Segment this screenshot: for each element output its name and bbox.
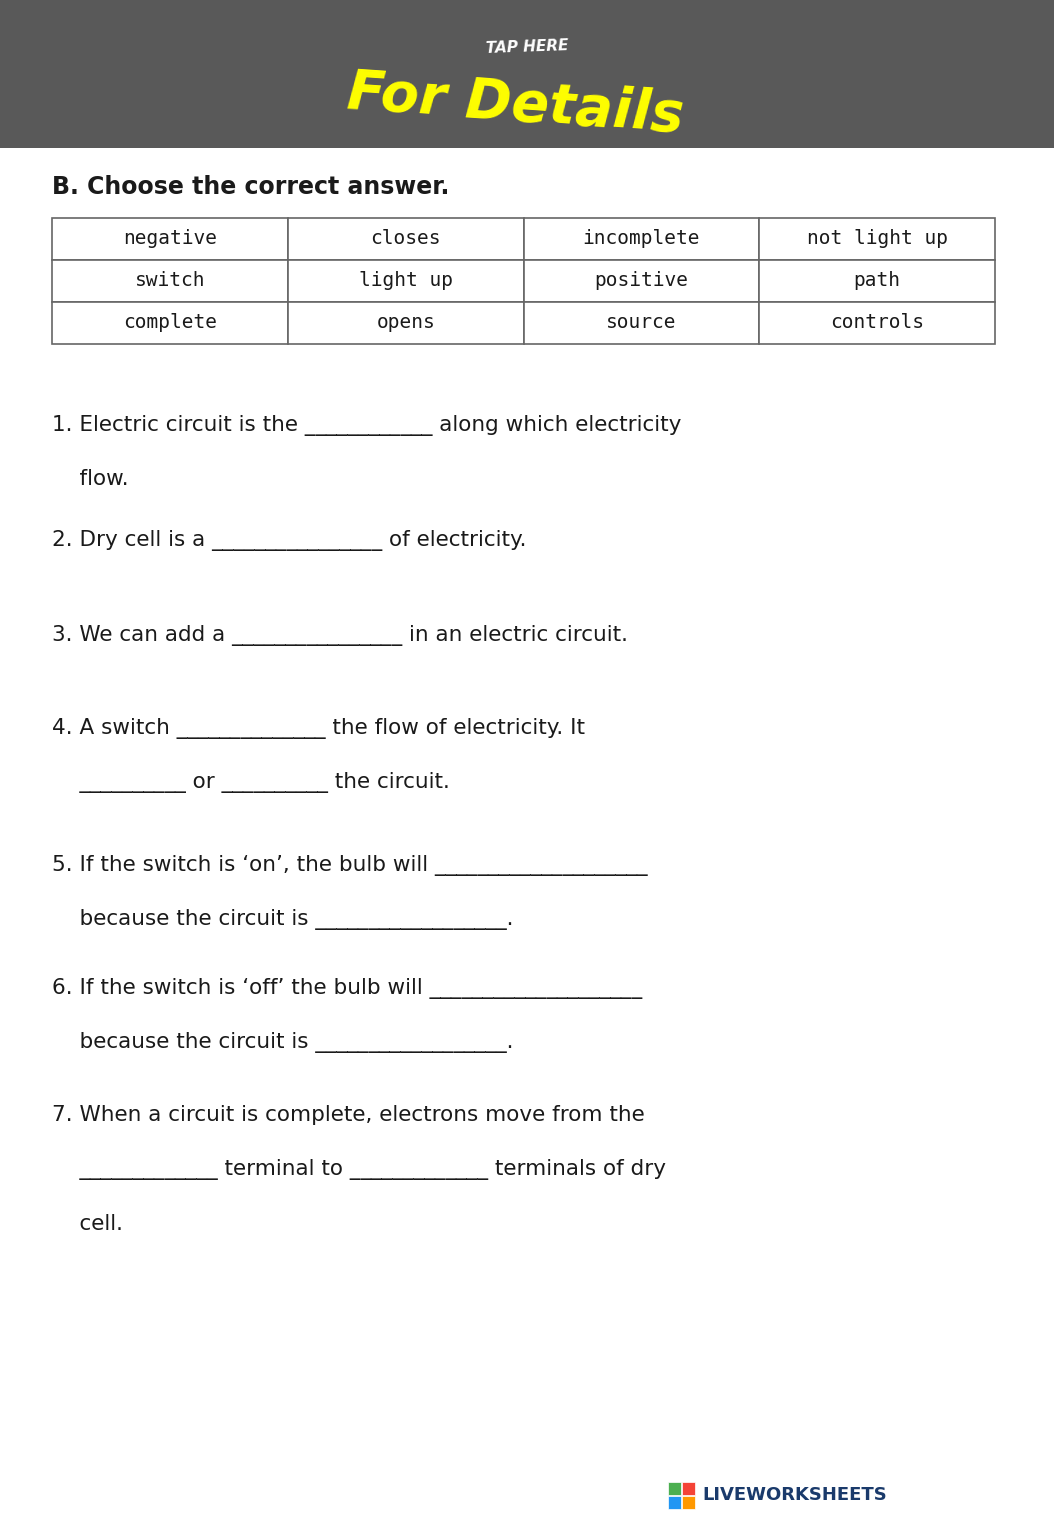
Text: because the circuit is __________________.: because the circuit is _________________… <box>52 909 513 930</box>
Text: light up: light up <box>358 271 452 290</box>
Bar <box>52 302 288 345</box>
Text: positive: positive <box>594 271 688 290</box>
Text: 2. Dry cell is a ________________ of electricity.: 2. Dry cell is a ________________ of ele… <box>52 531 527 551</box>
Bar <box>52 259 288 302</box>
Text: LIVEWORKSHEETS: LIVEWORKSHEETS <box>702 1487 886 1505</box>
Text: source: source <box>606 314 677 332</box>
Bar <box>524 218 759 259</box>
Text: 6. If the switch is ‘off’ the bulb will ____________________: 6. If the switch is ‘off’ the bulb will … <box>52 978 642 999</box>
Text: path: path <box>854 271 900 290</box>
Bar <box>524 259 759 302</box>
Text: because the circuit is __________________.: because the circuit is _________________… <box>52 1032 513 1054</box>
Text: incomplete: incomplete <box>583 229 700 249</box>
Text: __________ or __________ the circuit.: __________ or __________ the circuit. <box>52 772 450 793</box>
FancyBboxPatch shape <box>0 0 1054 148</box>
Bar <box>759 259 995 302</box>
Text: TAP HERE: TAP HERE <box>486 38 568 56</box>
Bar <box>682 1496 695 1510</box>
Text: For Details: For Details <box>345 66 685 143</box>
Text: not light up: not light up <box>806 229 948 249</box>
Bar <box>668 1482 681 1494</box>
Text: negative: negative <box>123 229 217 249</box>
Text: closes: closes <box>370 229 441 249</box>
Bar <box>288 302 524 345</box>
Text: 3. We can add a ________________ in an electric circuit.: 3. We can add a ________________ in an e… <box>52 625 628 647</box>
Bar <box>52 218 288 259</box>
Text: complete: complete <box>123 314 217 332</box>
Bar <box>682 1482 695 1494</box>
Bar <box>288 218 524 259</box>
Bar <box>759 302 995 345</box>
Text: 4. A switch ______________ the flow of electricity. It: 4. A switch ______________ the flow of e… <box>52 718 585 740</box>
Text: cell.: cell. <box>52 1214 123 1234</box>
Text: _____________ terminal to _____________ terminals of dry: _____________ terminal to _____________ … <box>52 1159 666 1180</box>
Text: flow.: flow. <box>52 470 129 490</box>
Bar <box>668 1496 681 1510</box>
Bar <box>524 302 759 345</box>
Bar <box>288 259 524 302</box>
Text: controls: controls <box>831 314 924 332</box>
Bar <box>759 218 995 259</box>
Text: B. Choose the correct answer.: B. Choose the correct answer. <box>52 175 449 198</box>
Text: 1. Electric circuit is the ____________ along which electricity: 1. Electric circuit is the ____________ … <box>52 415 681 436</box>
Text: switch: switch <box>135 271 206 290</box>
Text: 5. If the switch is ‘on’, the bulb will ____________________: 5. If the switch is ‘on’, the bulb will … <box>52 856 647 875</box>
Text: 7. When a circuit is complete, electrons move from the: 7. When a circuit is complete, electrons… <box>52 1106 645 1125</box>
Text: opens: opens <box>376 314 435 332</box>
